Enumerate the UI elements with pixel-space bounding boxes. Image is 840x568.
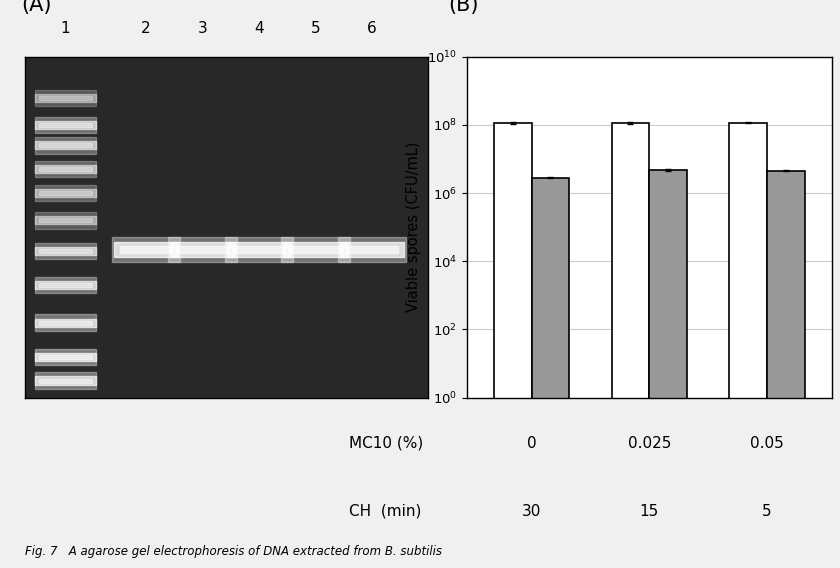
- Bar: [39, 167, 92, 172]
- Bar: [35, 94, 96, 102]
- Bar: [39, 218, 92, 223]
- Bar: [35, 165, 96, 173]
- Bar: [346, 245, 398, 253]
- Bar: [339, 242, 404, 257]
- Text: 1: 1: [60, 22, 71, 36]
- Bar: [39, 354, 92, 359]
- Bar: [112, 237, 181, 262]
- Bar: [39, 283, 92, 287]
- Bar: [494, 123, 532, 568]
- Bar: [35, 90, 96, 106]
- Bar: [729, 123, 767, 568]
- Text: 5: 5: [762, 504, 772, 519]
- Text: 0.025: 0.025: [627, 436, 671, 450]
- Bar: [35, 281, 96, 289]
- Bar: [281, 237, 349, 262]
- Text: MC10 (%): MC10 (%): [349, 436, 423, 450]
- Bar: [289, 245, 342, 253]
- Y-axis label: Viable spores (CFU/mL): Viable spores (CFU/mL): [407, 142, 422, 312]
- Bar: [338, 237, 407, 262]
- Bar: [35, 185, 96, 201]
- Bar: [35, 377, 96, 385]
- Bar: [39, 95, 92, 100]
- Bar: [35, 315, 96, 331]
- Bar: [35, 141, 96, 149]
- Bar: [35, 319, 96, 327]
- Bar: [35, 277, 96, 293]
- Bar: [35, 247, 96, 255]
- Bar: [233, 245, 286, 253]
- Text: 15: 15: [639, 504, 659, 519]
- Bar: [532, 178, 570, 568]
- Text: 5: 5: [311, 22, 320, 36]
- Bar: [35, 117, 96, 133]
- Bar: [612, 123, 649, 568]
- Bar: [39, 191, 92, 195]
- Text: (A): (A): [21, 0, 52, 15]
- Text: 0: 0: [527, 436, 536, 450]
- Bar: [283, 242, 348, 257]
- Bar: [39, 378, 92, 383]
- Text: 3: 3: [197, 22, 207, 36]
- Text: (B): (B): [449, 0, 479, 15]
- Bar: [39, 123, 92, 127]
- Bar: [35, 212, 96, 228]
- Text: 30: 30: [522, 504, 541, 519]
- Bar: [35, 353, 96, 361]
- Bar: [35, 189, 96, 197]
- Text: 6: 6: [367, 22, 377, 36]
- Bar: [176, 245, 228, 253]
- Bar: [35, 137, 96, 153]
- Bar: [35, 161, 96, 177]
- Text: Fig. 7   A agarose gel electrophoresis of DNA extracted from B. subtilis: Fig. 7 A agarose gel electrophoresis of …: [25, 545, 442, 558]
- Bar: [39, 249, 92, 253]
- Bar: [168, 237, 237, 262]
- Text: 4: 4: [255, 22, 264, 36]
- Bar: [35, 349, 96, 365]
- Bar: [120, 245, 172, 253]
- Bar: [39, 143, 92, 148]
- Bar: [171, 242, 235, 257]
- Bar: [767, 171, 805, 568]
- Text: CH  (min): CH (min): [349, 504, 422, 519]
- Text: 2: 2: [141, 22, 151, 36]
- Bar: [227, 242, 291, 257]
- Bar: [35, 216, 96, 224]
- Bar: [35, 243, 96, 259]
- Bar: [39, 320, 92, 325]
- Text: 0.05: 0.05: [750, 436, 784, 450]
- Bar: [649, 170, 687, 568]
- Bar: [225, 237, 293, 262]
- Bar: [114, 242, 178, 257]
- Bar: [35, 121, 96, 129]
- Bar: [35, 373, 96, 389]
